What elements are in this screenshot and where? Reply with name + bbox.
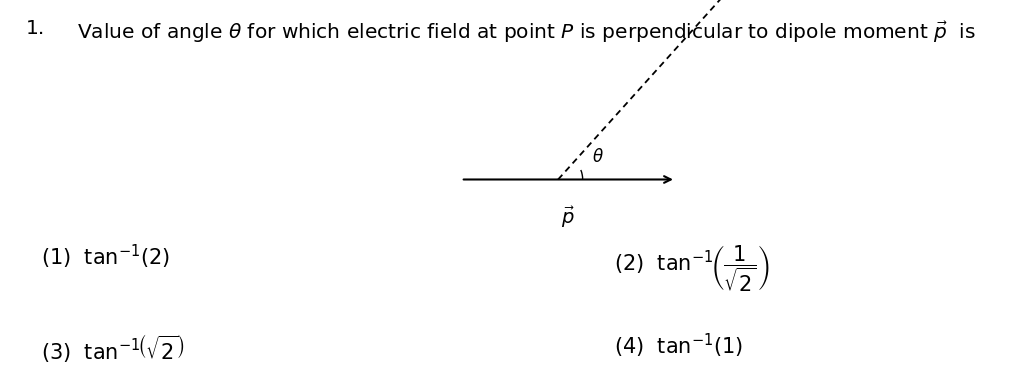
Text: 1.: 1. xyxy=(26,19,45,38)
Text: $\theta$: $\theta$ xyxy=(593,148,604,166)
Text: Value of angle $\theta$ for which electric field at point $P$ is perpendicular t: Value of angle $\theta$ for which electr… xyxy=(77,19,976,45)
Text: $(1)$  $\mathrm{tan}^{-1}(2)$: $(1)$ $\mathrm{tan}^{-1}(2)$ xyxy=(41,243,170,271)
Text: $\vec{p}$: $\vec{p}$ xyxy=(561,205,575,230)
Text: $(2)$  $\mathrm{tan}^{-1}\!\left(\dfrac{1}{\sqrt{2}}\right)$: $(2)$ $\mathrm{tan}^{-1}\!\left(\dfrac{1… xyxy=(614,243,770,294)
Text: $(3)$  $\mathrm{tan}^{-1}\!\left(\sqrt{2}\right)$: $(3)$ $\mathrm{tan}^{-1}\!\left(\sqrt{2}… xyxy=(41,332,184,364)
Text: $(4)$  $\mathrm{tan}^{-1}(1)$: $(4)$ $\mathrm{tan}^{-1}(1)$ xyxy=(614,332,743,360)
